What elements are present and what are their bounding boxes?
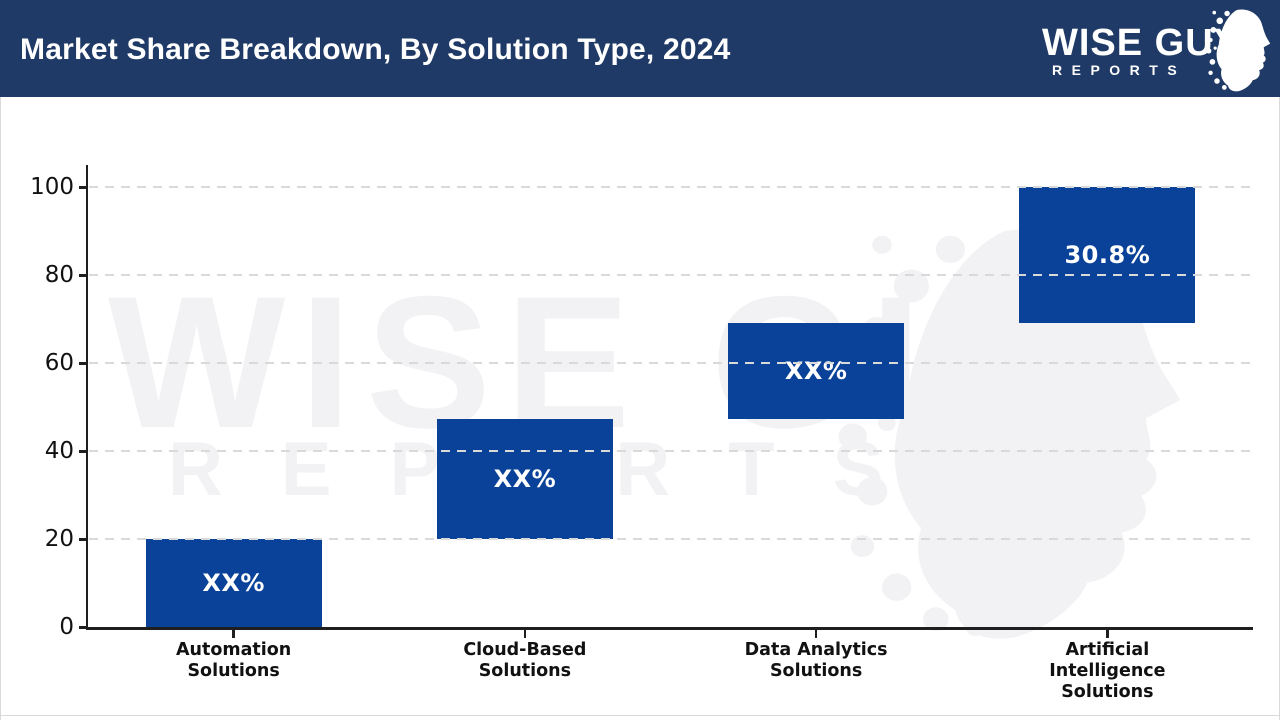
gridline xyxy=(89,362,1253,364)
y-tick-label: 100 xyxy=(30,174,74,200)
bar: XX% xyxy=(728,322,905,419)
gridline xyxy=(89,186,1253,188)
y-tick-mark xyxy=(79,274,88,277)
x-axis-line xyxy=(85,627,1253,630)
bar: 30.8% xyxy=(1019,187,1196,323)
x-tick-mark xyxy=(1106,630,1109,638)
logo-wordmark: WISE GUY xyxy=(1042,22,1241,64)
bar-value-label: XX% xyxy=(784,356,848,385)
x-tick-mark xyxy=(814,630,818,638)
bar-value-label: XX% xyxy=(493,464,557,493)
gridline xyxy=(89,538,1253,540)
x-category-label: Cloud-Based Solutions xyxy=(463,640,587,681)
gridline xyxy=(89,274,1253,276)
y-tick-label: 20 xyxy=(44,526,74,552)
x-category-label: Artificial Intelligence Solutions xyxy=(1049,640,1166,702)
y-tick-label: 0 xyxy=(59,614,74,640)
bar: XX% xyxy=(436,418,613,539)
y-tick-mark xyxy=(79,538,88,541)
page-border-bottom xyxy=(0,715,1280,716)
gridline xyxy=(89,450,1253,452)
y-tick-label: 40 xyxy=(44,438,74,464)
x-tick-mark xyxy=(523,630,527,638)
bar-value-label: 30.8% xyxy=(1064,240,1151,269)
page-title: Market Share Breakdown, By Solution Type… xyxy=(20,33,731,66)
y-tick-mark xyxy=(79,450,88,453)
brand-logo: WISE GUY REPORTS xyxy=(1004,6,1272,92)
x-tick-mark xyxy=(232,630,235,638)
y-tick-mark xyxy=(79,626,88,629)
y-tick-mark xyxy=(79,186,88,189)
page-border-left xyxy=(0,97,1,720)
y-axis-line xyxy=(85,165,88,630)
x-category-label: Data Analytics Solutions xyxy=(744,640,888,681)
bar-value-label: XX% xyxy=(202,569,265,597)
y-tick-label: 80 xyxy=(44,262,74,288)
logo-reports-label: REPORTS xyxy=(1052,62,1187,78)
y-tick-label: 60 xyxy=(44,350,74,376)
bar: XX% xyxy=(145,539,322,627)
y-tick-mark xyxy=(79,362,88,365)
x-category-label: Automation Solutions xyxy=(175,640,292,681)
logo-dotted-head-icon xyxy=(1206,9,1271,92)
header-bar: Market Share Breakdown, By Solution Type… xyxy=(0,0,1280,97)
